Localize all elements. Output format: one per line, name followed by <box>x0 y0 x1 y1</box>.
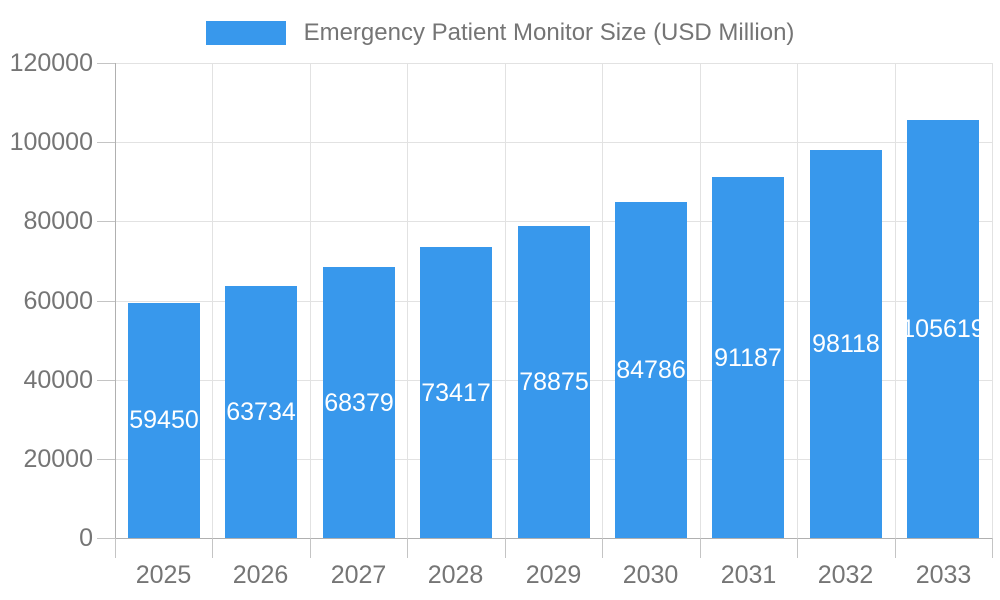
x-axis-tick-label: 2028 <box>427 561 484 589</box>
x-axis-tick-label: 2027 <box>330 561 387 589</box>
x-axis-line <box>97 538 992 539</box>
v-gridline <box>310 63 311 538</box>
v-gridline <box>505 63 506 538</box>
y-axis-tick-label: 20000 <box>23 445 93 473</box>
h-gridline <box>115 63 992 64</box>
y-tick <box>97 301 115 302</box>
h-gridline <box>115 142 992 143</box>
bar-value-label: 73417 <box>421 379 491 407</box>
y-axis-tick-label: 0 <box>79 524 93 552</box>
y-axis-tick-label: 60000 <box>23 287 93 315</box>
x-tick <box>115 538 116 558</box>
x-axis-tick-label: 2026 <box>232 561 289 589</box>
x-tick <box>407 538 408 558</box>
legend: Emergency Patient Monitor Size (USD Mill… <box>0 21 1000 45</box>
h-gridline <box>115 221 992 222</box>
bar-value-label: 105619 <box>901 315 985 343</box>
v-gridline <box>895 63 896 538</box>
bar <box>420 247 492 538</box>
x-tick <box>992 538 993 558</box>
bar <box>323 267 395 538</box>
v-gridline <box>407 63 408 538</box>
x-axis-tick-label: 2031 <box>720 561 777 589</box>
bar <box>225 286 297 538</box>
bar-value-label: 84786 <box>616 356 686 384</box>
bar-value-label: 59450 <box>129 406 199 434</box>
x-axis-tick-label: 2032 <box>817 561 874 589</box>
x-tick <box>212 538 213 558</box>
bar <box>907 120 979 538</box>
y-axis-tick-label: 40000 <box>23 366 93 394</box>
plot-border-right <box>992 63 993 538</box>
v-gridline <box>602 63 603 538</box>
v-gridline <box>797 63 798 538</box>
y-axis-tick-label: 100000 <box>9 128 93 156</box>
bar <box>518 226 590 538</box>
x-axis-tick-label: 2025 <box>135 561 192 589</box>
y-tick <box>97 142 115 143</box>
y-axis-tick-label: 80000 <box>23 207 93 235</box>
x-axis-tick-label: 2033 <box>915 561 972 589</box>
legend-label: Emergency Patient Monitor Size (USD Mill… <box>303 19 795 46</box>
y-tick <box>97 459 115 460</box>
x-tick <box>602 538 603 558</box>
y-tick <box>97 380 115 381</box>
y-tick <box>97 63 115 64</box>
bar-value-label: 68379 <box>324 389 394 417</box>
x-tick <box>700 538 701 558</box>
y-tick <box>97 221 115 222</box>
bar <box>615 202 687 538</box>
bar-value-label: 63734 <box>226 398 296 426</box>
x-tick <box>505 538 506 558</box>
v-gridline <box>700 63 701 538</box>
x-tick <box>797 538 798 558</box>
x-tick <box>895 538 896 558</box>
y-tick <box>97 538 115 539</box>
x-axis-tick-label: 2030 <box>622 561 679 589</box>
bar-value-label: 91187 <box>714 344 782 372</box>
bar <box>712 177 784 538</box>
bar-value-label: 98118 <box>812 330 880 358</box>
x-tick <box>310 538 311 558</box>
x-axis-tick-label: 2029 <box>525 561 582 589</box>
y-axis-line <box>115 63 116 558</box>
bar <box>810 150 882 538</box>
bar <box>128 303 200 538</box>
v-gridline <box>212 63 213 538</box>
bar-value-label: 78875 <box>519 368 589 396</box>
y-axis-tick-label: 120000 <box>9 49 93 77</box>
legend-swatch <box>205 21 286 45</box>
